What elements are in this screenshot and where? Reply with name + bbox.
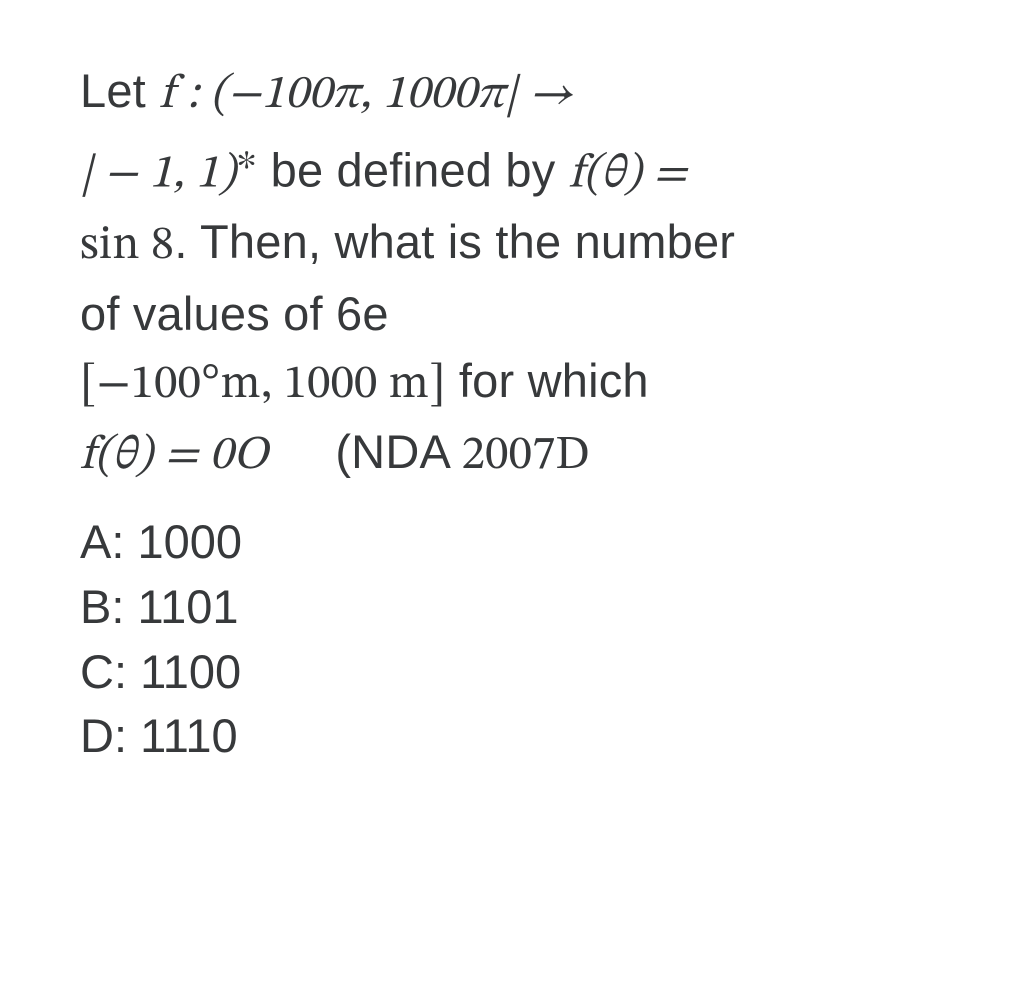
option-c[interactable]: C: 1100 [80, 643, 974, 702]
question-line-3: sin 8. Then, what is the number [80, 213, 974, 277]
question-line-1: Let f : (−100π, 1000π| → [80, 62, 974, 126]
math-expr: f(θ) = [569, 151, 687, 198]
option-a[interactable]: A: 1000 [80, 513, 974, 572]
option-value: 1101 [137, 580, 238, 633]
option-value: 1110 [140, 709, 238, 762]
option-value: 1000 [137, 515, 242, 568]
mid-text: be defined by [257, 143, 568, 196]
question-page: Let f : (−100π, 1000π| → | − 1, 1)∗ be d… [0, 0, 1024, 822]
math-interval: [−100°m, 1000 m] [80, 362, 446, 409]
lead-text: Let [80, 64, 159, 117]
source-year: 2007D [462, 433, 590, 480]
superscript: ∗ [236, 141, 257, 180]
question-line-2: | − 1, 1)∗ be defined by f(θ) = [80, 134, 974, 205]
option-label: C: [80, 645, 127, 698]
math-func: sin 8 [80, 223, 174, 270]
option-b[interactable]: B: 1101 [80, 578, 974, 637]
math-expr: f : (−100π, 1000π| → [159, 72, 573, 119]
option-label: B: [80, 580, 124, 633]
option-label: D: [80, 709, 127, 762]
math-expr: f(θ) = 0O [80, 433, 268, 480]
option-d[interactable]: D: 1110 [80, 707, 974, 766]
spacer [268, 433, 335, 480]
tail-text: . Then, what is the number [174, 215, 735, 268]
math-expr: | − 1, 1) [80, 151, 236, 198]
question-line-6: f(θ) = 0O (NDA 2007D [80, 423, 974, 487]
options-list: A: 1000 B: 1101 C: 1100 D: 1110 [80, 513, 974, 766]
source-text: NDA [351, 425, 462, 478]
question-line-4: of values of 6e [80, 285, 974, 344]
question-line-5: [−100°m, 1000 m] for which [80, 352, 974, 416]
option-label: A: [80, 515, 124, 568]
source-open: ( [335, 425, 351, 478]
tail-text: for which [446, 354, 649, 407]
option-value: 1100 [140, 645, 241, 698]
body-text: of values of 6e [80, 287, 389, 340]
